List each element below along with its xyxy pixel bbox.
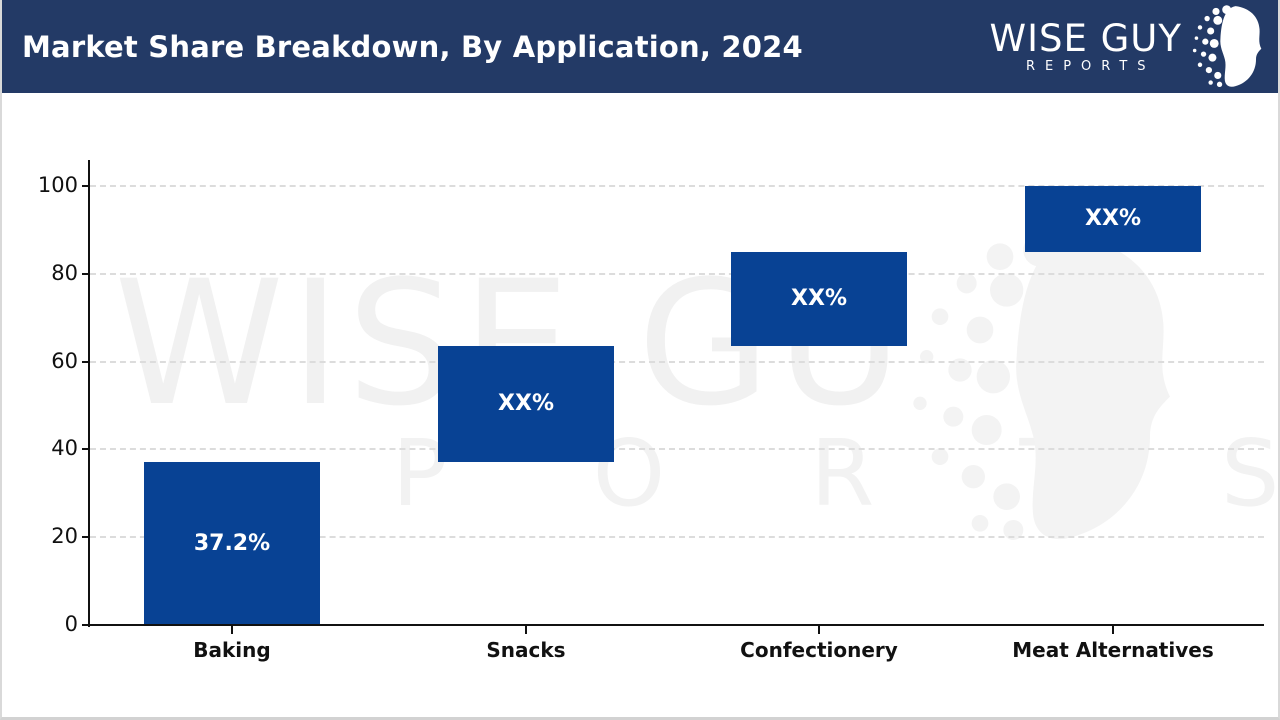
y-axis-line xyxy=(88,160,90,627)
header-bar: Market Share Breakdown, By Application, … xyxy=(2,0,1278,93)
watermark-face-icon xyxy=(913,233,1170,540)
chart-title: Market Share Breakdown, By Application, … xyxy=(22,29,803,64)
gridline-20 xyxy=(90,536,1264,539)
bar-snacks: XX% xyxy=(438,345,614,462)
y-tick-40 xyxy=(82,448,90,451)
x-tick-label-3: Meat Alternatives xyxy=(1012,638,1214,662)
y-tick-label-60: 60 xyxy=(51,348,78,373)
logo-face-icon xyxy=(1192,4,1262,87)
x-tick-label-1: Snacks xyxy=(486,638,566,662)
bar-meat-alternatives: XX% xyxy=(1025,186,1201,252)
bar-value-label: XX% xyxy=(498,391,554,417)
bar-value-label: 37.2% xyxy=(193,530,271,556)
y-tick-80 xyxy=(82,272,90,275)
brand-logo-text: WISE GUY REPORTS xyxy=(990,20,1182,73)
bar-value-label: XX% xyxy=(791,286,847,312)
x-axis-line xyxy=(88,624,1264,626)
gridline-40 xyxy=(90,448,1264,451)
x-tick-label-0: Baking xyxy=(193,638,271,662)
x-tick-label-2: Confectionery xyxy=(740,638,898,662)
x-tick-2 xyxy=(818,626,820,634)
logo-reports-text: REPORTS xyxy=(1025,59,1156,74)
gridline-80 xyxy=(90,272,1264,275)
logo-wiseguy-text: WISE GUY xyxy=(989,17,1182,60)
gridline-100 xyxy=(90,185,1264,187)
y-tick-60 xyxy=(82,360,90,363)
x-tick-0 xyxy=(231,626,233,634)
y-tick-label-100: 100 xyxy=(37,173,78,197)
x-tick-3 xyxy=(1112,626,1114,634)
bar-confectionery: XX% xyxy=(731,251,907,346)
y-tick-label-40: 40 xyxy=(51,436,78,461)
brand-logo: WISE GUY REPORTS xyxy=(990,4,1264,90)
y-tick-label-80: 80 xyxy=(51,260,78,285)
gridline-60 xyxy=(90,360,1264,363)
bar-baking: 37.2% xyxy=(144,461,320,625)
y-tick-100 xyxy=(82,185,90,187)
y-tick-0 xyxy=(82,624,90,626)
y-tick-label-0: 0 xyxy=(64,612,78,636)
x-tick-1 xyxy=(525,626,527,634)
bar-value-label: XX% xyxy=(1085,206,1141,232)
y-tick-20 xyxy=(82,536,90,539)
y-tick-label-20: 20 xyxy=(51,524,78,549)
